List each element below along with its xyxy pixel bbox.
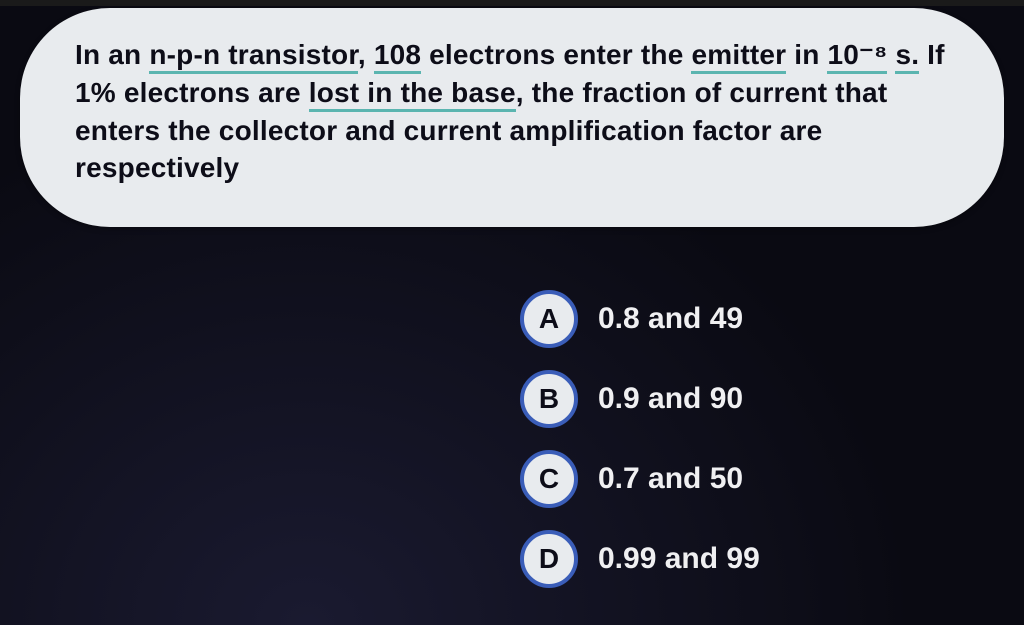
question-segment: electrons enter the xyxy=(421,39,691,70)
option-row-d[interactable]: D 0.99 and 99 xyxy=(520,530,760,588)
quiz-frame: In an n-p-n transistor, 108 electrons en… xyxy=(0,0,1024,625)
option-badge: A xyxy=(520,290,578,348)
question-card: In an n-p-n transistor, 108 electrons en… xyxy=(20,8,1004,227)
option-row-b[interactable]: B 0.9 and 90 xyxy=(520,370,760,428)
option-text: 0.8 and 49 xyxy=(598,302,743,336)
question-segment-underlined: 10⁻⁸ xyxy=(827,39,887,74)
option-text: 0.99 and 99 xyxy=(598,542,760,576)
option-row-c[interactable]: C 0.7 and 50 xyxy=(520,450,760,508)
option-row-a[interactable]: A 0.8 and 49 xyxy=(520,290,760,348)
question-segment-underlined: s. xyxy=(895,39,919,74)
option-badge: B xyxy=(520,370,578,428)
option-text: 0.7 and 50 xyxy=(598,462,743,496)
top-border xyxy=(0,0,1024,6)
question-segment: in xyxy=(786,39,827,70)
question-segment-underlined: 108 xyxy=(374,39,421,74)
question-text: In an n-p-n transistor, 108 electrons en… xyxy=(75,36,949,187)
question-segment-underlined: lost in the base xyxy=(309,77,516,112)
question-segment: In an xyxy=(75,39,149,70)
option-badge: D xyxy=(520,530,578,588)
option-badge: C xyxy=(520,450,578,508)
options-list: A 0.8 and 49 B 0.9 and 90 C 0.7 and 50 D 0.99 a… xyxy=(520,290,760,588)
question-segment: , xyxy=(358,39,374,70)
question-segment-underlined: n-p-n transistor xyxy=(149,39,358,74)
question-segment-underlined: emitter xyxy=(691,39,786,74)
option-text: 0.9 and 90 xyxy=(598,382,743,416)
